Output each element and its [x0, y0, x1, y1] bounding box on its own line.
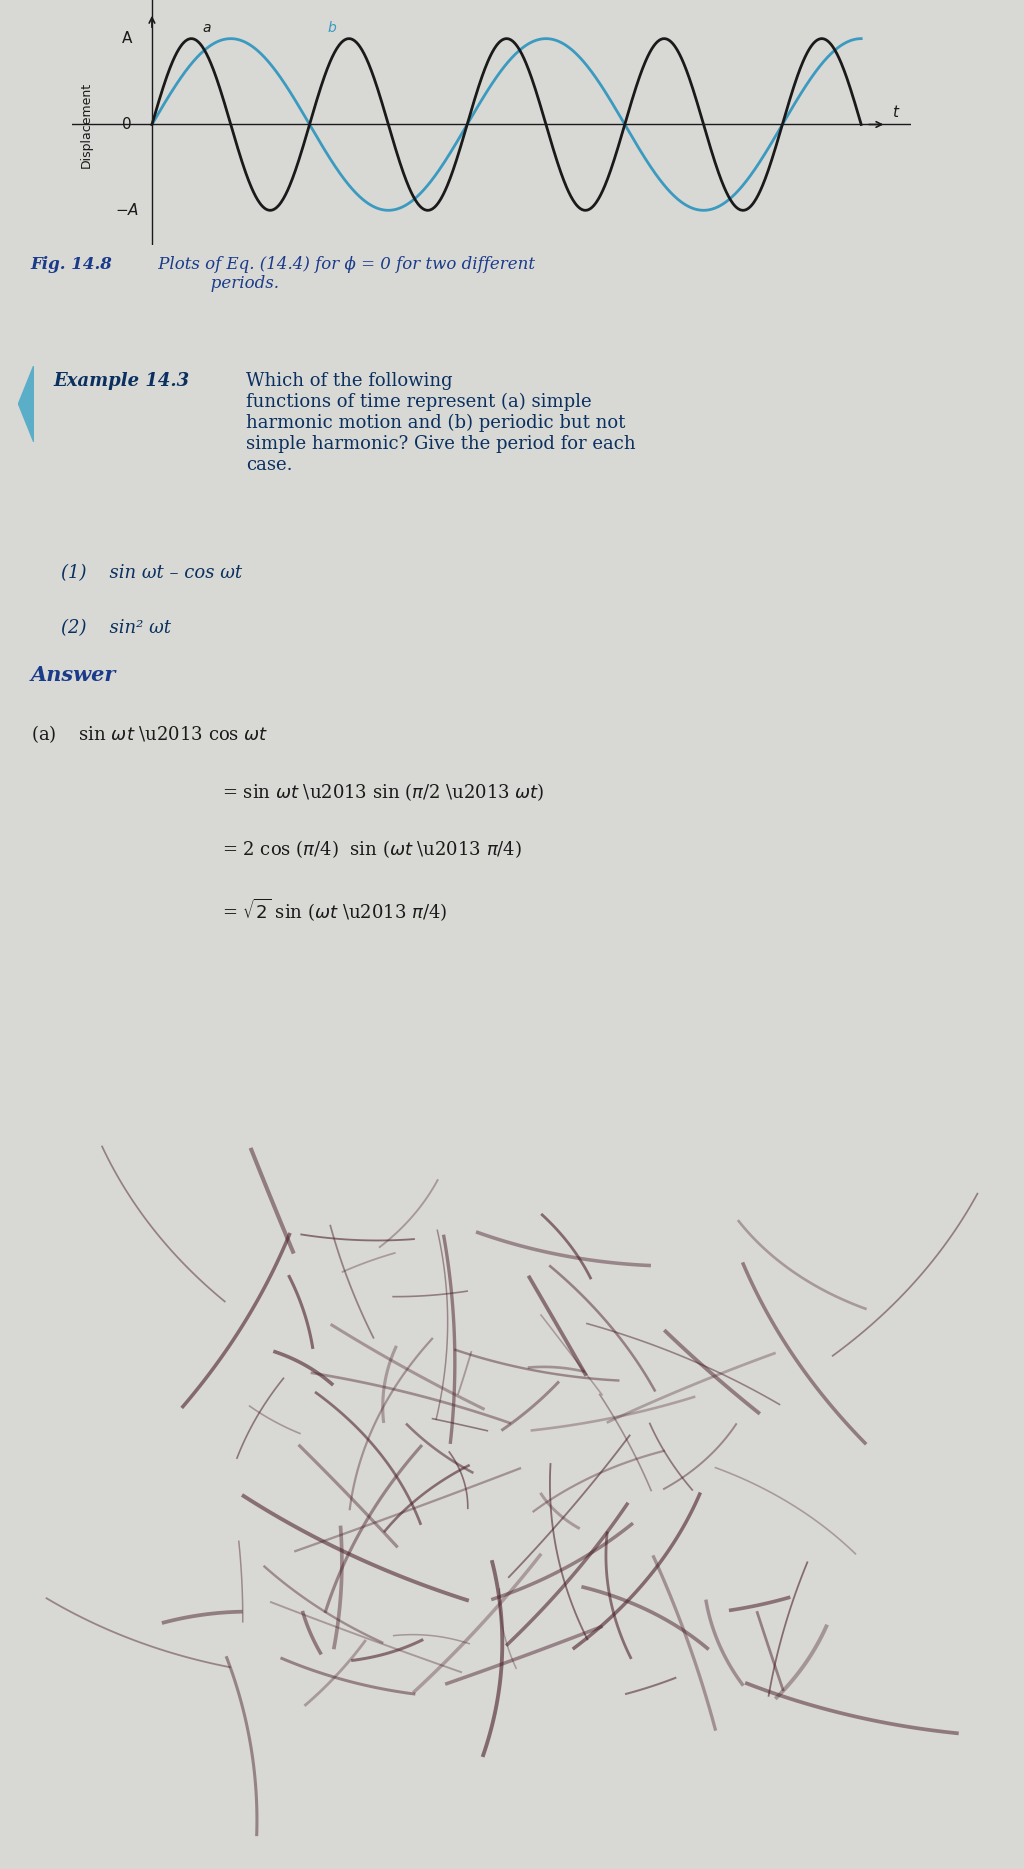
Text: Answer: Answer [31, 665, 116, 686]
Text: Example 14.3: Example 14.3 [53, 372, 189, 391]
Text: 0: 0 [122, 118, 132, 133]
Text: a: a [202, 21, 211, 36]
Text: Plots of Eq. (14.4) for ϕ = 0 for two different
           periods.: Plots of Eq. (14.4) for ϕ = 0 for two di… [153, 256, 535, 292]
Text: A: A [122, 32, 132, 47]
Text: Displacement: Displacement [80, 82, 93, 168]
Text: = sin $\omega t$ \u2013 sin ($\pi$/2 \u2013 $\omega t$): = sin $\omega t$ \u2013 sin ($\pi$/2 \u2… [222, 781, 545, 802]
Text: $-A$: $-A$ [115, 202, 139, 219]
Text: (1)    sin ωt – cos ωt: (1) sin ωt – cos ωt [61, 564, 243, 583]
Text: $t$: $t$ [892, 103, 900, 120]
Text: (2)    sin² ωt: (2) sin² ωt [61, 619, 171, 637]
Text: Which of the following
functions of time represent (a) simple
harmonic motion an: Which of the following functions of time… [246, 372, 635, 473]
Text: = 2 cos ($\pi$/4)  sin ($\omega t$ \u2013 $\pi$/4): = 2 cos ($\pi$/4) sin ($\omega t$ \u2013… [222, 839, 522, 860]
Polygon shape [18, 366, 34, 443]
Text: Fig. 14.8: Fig. 14.8 [31, 256, 113, 273]
Text: b: b [328, 21, 336, 36]
Text: = $\sqrt{2}$ sin ($\omega t$ \u2013 $\pi$/4): = $\sqrt{2}$ sin ($\omega t$ \u2013 $\pi… [222, 897, 447, 923]
Text: (a)    sin $\omega t$ \u2013 cos $\omega t$: (a) sin $\omega t$ \u2013 cos $\omega t$ [31, 723, 268, 744]
